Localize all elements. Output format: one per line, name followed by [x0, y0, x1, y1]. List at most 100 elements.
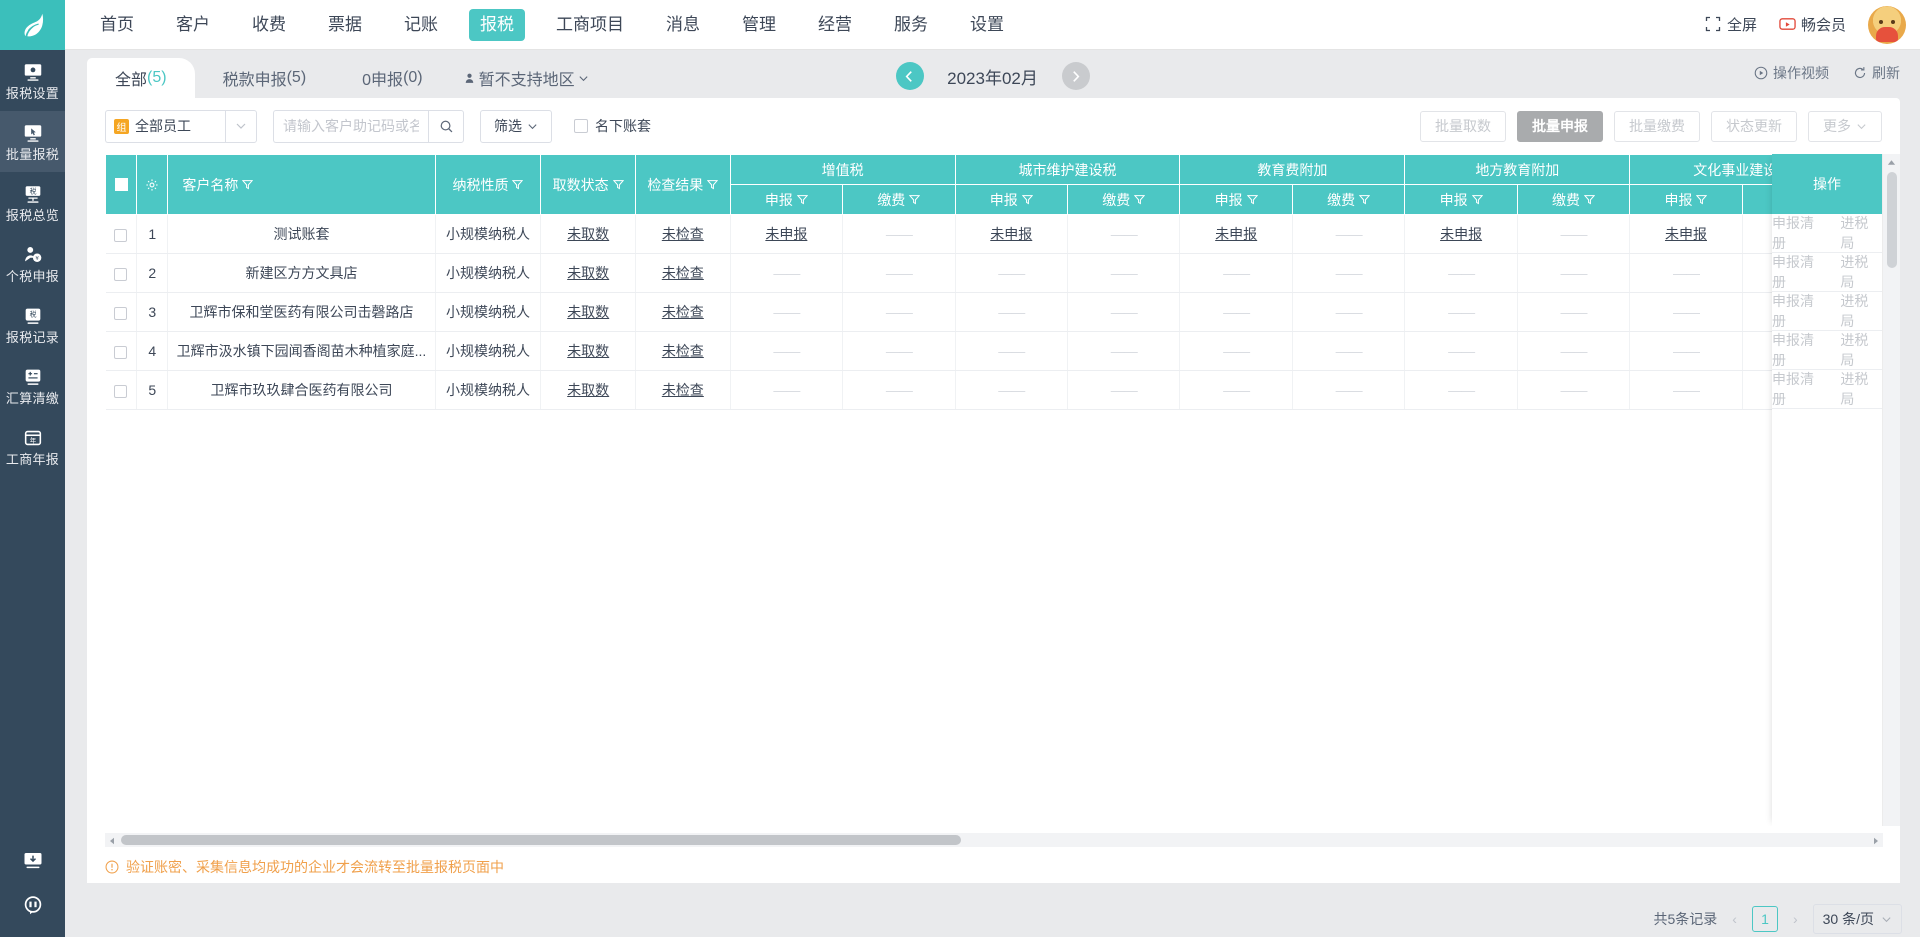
check-result-link[interactable]: 未检查	[661, 226, 704, 242]
check-result-link[interactable]: 未检查	[661, 343, 704, 359]
sidebar-item-annual-report[interactable]: 年 工商年报	[0, 416, 65, 477]
nav-item-2[interactable]: 收费	[252, 14, 286, 34]
fullscreen-button[interactable]: 全屏	[1705, 14, 1757, 35]
fetch-status-link[interactable]: 未取数	[567, 382, 610, 398]
next-month-button[interactable]	[1061, 62, 1090, 90]
cell-link[interactable]: 未申报	[765, 226, 808, 242]
row-check-result[interactable]: 未检查	[635, 292, 731, 332]
cell-link[interactable]: 未申报	[990, 226, 1033, 242]
search-button[interactable]	[428, 109, 464, 143]
current-period-label[interactable]: 2023年02月	[947, 68, 1038, 88]
checkbox-icon[interactable]	[114, 345, 128, 359]
column-settings-header[interactable]	[136, 154, 169, 215]
header-urban-pay[interactable]: 缴费	[1066, 184, 1181, 215]
header-local-education-pay[interactable]: 缴费	[1516, 184, 1631, 215]
check-result-link[interactable]: 未检查	[661, 382, 704, 398]
checkbox-icon[interactable]	[114, 306, 128, 320]
own-accounts-checkbox[interactable]: 名下账套	[574, 116, 651, 136]
declare-list-link[interactable]: 申报清册	[1772, 332, 1814, 368]
cell-link[interactable]: 未申报	[1440, 226, 1483, 242]
nav-item-7[interactable]: 消息	[666, 14, 700, 34]
header-local-education-declare[interactable]: 申报	[1404, 184, 1518, 215]
search-input[interactable]	[273, 109, 428, 143]
header-vat-pay[interactable]: 缴费	[842, 184, 956, 215]
sidebar-item-tax-settings[interactable]: 报税设置	[0, 50, 65, 111]
row-check-result[interactable]: 未检查	[635, 214, 731, 254]
check-result-link[interactable]: 未检查	[661, 265, 704, 281]
filter-button[interactable]: 筛选	[480, 109, 552, 143]
checkbox-icon[interactable]	[114, 228, 128, 242]
row-cell[interactable]: 未申报	[1629, 214, 1743, 254]
tax-bureau-link[interactable]: 进税局	[1840, 254, 1869, 290]
batch-declare-button[interactable]: 批量申报	[1517, 110, 1603, 142]
header-vat-declare[interactable]: 申报	[729, 184, 844, 215]
fetch-status-link[interactable]: 未取数	[567, 304, 610, 320]
table-row[interactable]: 5 卫辉市玖玖肆合医药有限公司 小规模纳税人 未取数 未检查 —— —— —— …	[105, 370, 1883, 410]
app-logo[interactable]	[0, 0, 65, 50]
cell-link[interactable]: 未申报	[1664, 226, 1707, 242]
table-vertical-scrollbar[interactable]	[1882, 154, 1900, 826]
cell-link[interactable]: 未申报	[1215, 226, 1258, 242]
fetch-status-link[interactable]: 未取数	[567, 343, 610, 359]
row-fetch-status[interactable]: 未取数	[540, 214, 636, 254]
status-update-button[interactable]: 状态更新	[1711, 110, 1797, 142]
sidebar-item-settlement[interactable]: 汇算清缴	[0, 355, 65, 416]
sidebar-item-personal-tax[interactable]: ¥ 个税申报	[0, 233, 65, 294]
header-education-declare[interactable]: 申报	[1179, 184, 1293, 215]
header-check-result[interactable]: 检查结果	[635, 154, 731, 215]
row-checkbox-cell[interactable]	[105, 292, 138, 332]
page-size-select[interactable]: 30 条/页	[1812, 904, 1902, 934]
nav-item-10[interactable]: 服务	[894, 14, 928, 34]
row-check-result[interactable]: 未检查	[635, 370, 731, 410]
tab-all[interactable]: 全部 (5)	[87, 58, 195, 98]
tax-bureau-link[interactable]: 进税局	[1840, 332, 1869, 368]
filter-funnel-icon[interactable]	[1246, 194, 1258, 205]
row-checkbox-cell[interactable]	[105, 331, 138, 371]
filter-funnel-icon[interactable]	[1471, 194, 1483, 205]
row-cell[interactable]: 未申报	[1179, 214, 1293, 254]
header-cultural-declare[interactable]: 申报	[1629, 184, 1743, 215]
header-urban-declare[interactable]: 申报	[954, 184, 1069, 215]
avatar[interactable]	[1868, 5, 1906, 44]
declare-list-link[interactable]: 申报清册	[1772, 254, 1814, 290]
nav-item-11[interactable]: 设置	[970, 14, 1004, 34]
table-horizontal-scrollbar[interactable]	[105, 833, 1883, 847]
checkbox-icon[interactable]	[114, 384, 128, 398]
nav-item-4[interactable]: 记账	[404, 14, 438, 34]
row-cell[interactable]: 未申报	[955, 214, 1069, 254]
check-result-link[interactable]: 未检查	[661, 304, 704, 320]
nav-item-0[interactable]: 首页	[100, 14, 134, 34]
scroll-right-arrow[interactable]	[1869, 832, 1883, 848]
more-actions-button[interactable]: 更多	[1808, 110, 1882, 142]
filter-funnel-icon[interactable]	[512, 179, 524, 190]
row-fetch-status[interactable]: 未取数	[540, 331, 636, 371]
header-fetch-status[interactable]: 取数状态	[540, 154, 636, 215]
page-number-1[interactable]: 1	[1751, 906, 1778, 932]
download-monitor-button[interactable]	[0, 839, 65, 883]
sidebar-item-tax-overview[interactable]: 税 报税总览	[0, 172, 65, 233]
batch-pay-button[interactable]: 批量缴费	[1614, 110, 1700, 142]
row-fetch-status[interactable]: 未取数	[540, 292, 636, 332]
batch-fetch-button[interactable]: 批量取数	[1420, 110, 1506, 142]
fetch-status-link[interactable]: 未取数	[567, 265, 610, 281]
fetch-status-link[interactable]: 未取数	[567, 226, 610, 242]
nav-item-9[interactable]: 经营	[818, 14, 852, 34]
sidebar-item-tax-records[interactable]: 税 报税记录	[0, 294, 65, 355]
vertical-scroll-thumb[interactable]	[1887, 172, 1897, 268]
table-row[interactable]: 2 新建区方方文具店 小规模纳税人 未取数 未检查 —— —— —— —— ——	[105, 253, 1883, 293]
horizontal-scroll-thumb[interactable]	[121, 835, 961, 845]
row-fetch-status[interactable]: 未取数	[540, 370, 636, 410]
filter-funnel-icon[interactable]	[1359, 194, 1371, 205]
nav-item-5-active[interactable]: 报税	[469, 8, 525, 41]
row-checkbox-cell[interactable]	[105, 253, 138, 293]
filter-funnel-icon[interactable]	[909, 194, 921, 205]
row-check-result[interactable]: 未检查	[635, 253, 731, 293]
row-fetch-status[interactable]: 未取数	[540, 253, 636, 293]
declare-list-link[interactable]: 申报清册	[1772, 293, 1814, 329]
select-all-header[interactable]	[105, 154, 138, 215]
tab-tax-filing[interactable]: 税款申报 (5)	[195, 58, 335, 98]
filter-funnel-icon[interactable]	[612, 179, 624, 190]
scroll-left-arrow[interactable]	[105, 832, 119, 848]
checkbox-icon[interactable]	[114, 267, 128, 281]
operation-video-button[interactable]: 操作视频	[1754, 63, 1829, 83]
